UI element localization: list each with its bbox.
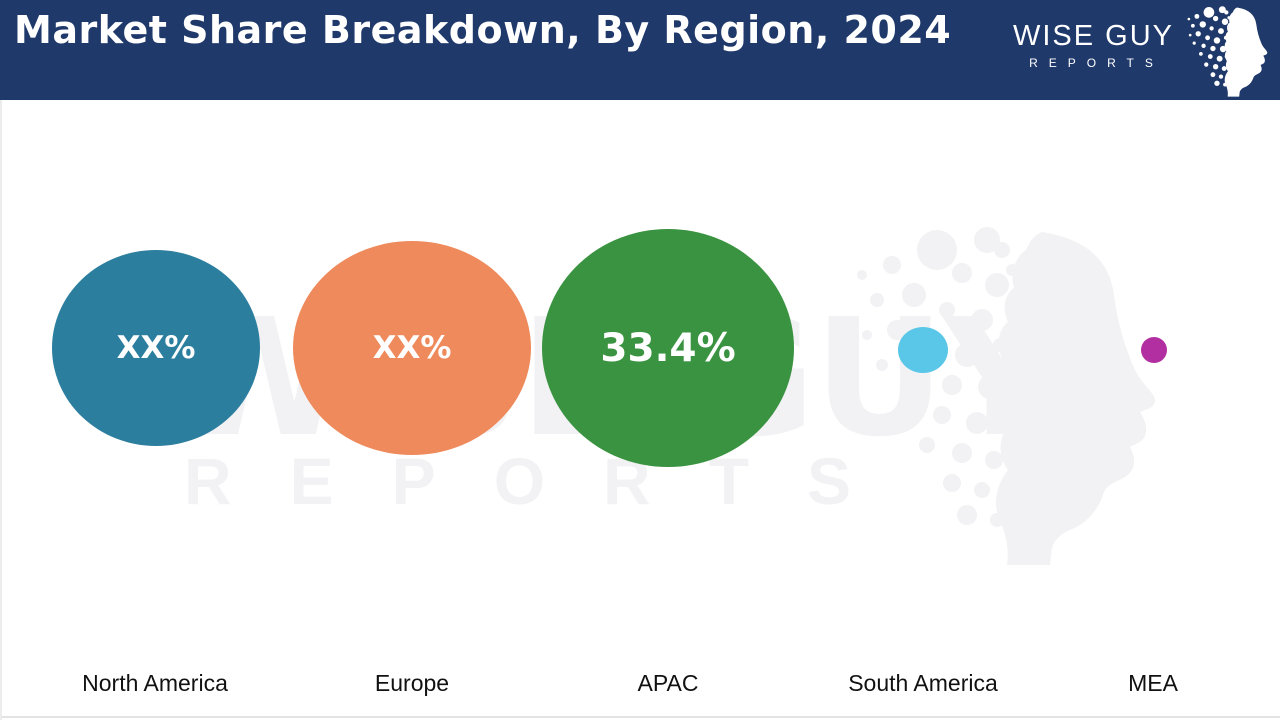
bubble-mea: [1141, 337, 1167, 363]
chart-area: WISE GUY REPORTS XX% XX% 33.4% North Ame…: [0, 100, 1280, 720]
brand-logo-text: WISE GUY REPORTS: [1013, 20, 1174, 70]
bubble-value-apac: 33.4%: [600, 325, 736, 371]
watermark-brand-subname: REPORTS: [184, 444, 910, 518]
brand-name: WISE GUY: [1012, 20, 1174, 52]
brand-subname: REPORTS: [1029, 56, 1164, 70]
watermark-head-icon: [852, 215, 1172, 570]
category-label-north-america: North America: [82, 670, 228, 696]
bubble-value-europe: XX%: [372, 330, 452, 366]
bubble-south-america: [898, 327, 948, 373]
bubble-north-america: XX%: [52, 250, 260, 446]
bubble-europe: XX%: [293, 241, 531, 455]
category-label-europe: Europe: [374, 670, 450, 696]
bubble-apac: 33.4%: [542, 229, 794, 467]
category-label-apac: APAC: [637, 670, 699, 696]
header-bar: Market Share Breakdown, By Region, 2024 …: [0, 0, 1280, 100]
brand-head-icon: [1186, 3, 1272, 98]
bottom-divider: [2, 716, 1280, 718]
page-title: Market Share Breakdown, By Region, 2024: [14, 8, 952, 52]
category-label-mea: MEA: [1128, 670, 1178, 696]
bubble-value-north-america: XX%: [116, 330, 196, 366]
brand-logo: WISE GUY REPORTS: [1004, 0, 1274, 100]
category-label-south-america: South America: [848, 670, 998, 696]
